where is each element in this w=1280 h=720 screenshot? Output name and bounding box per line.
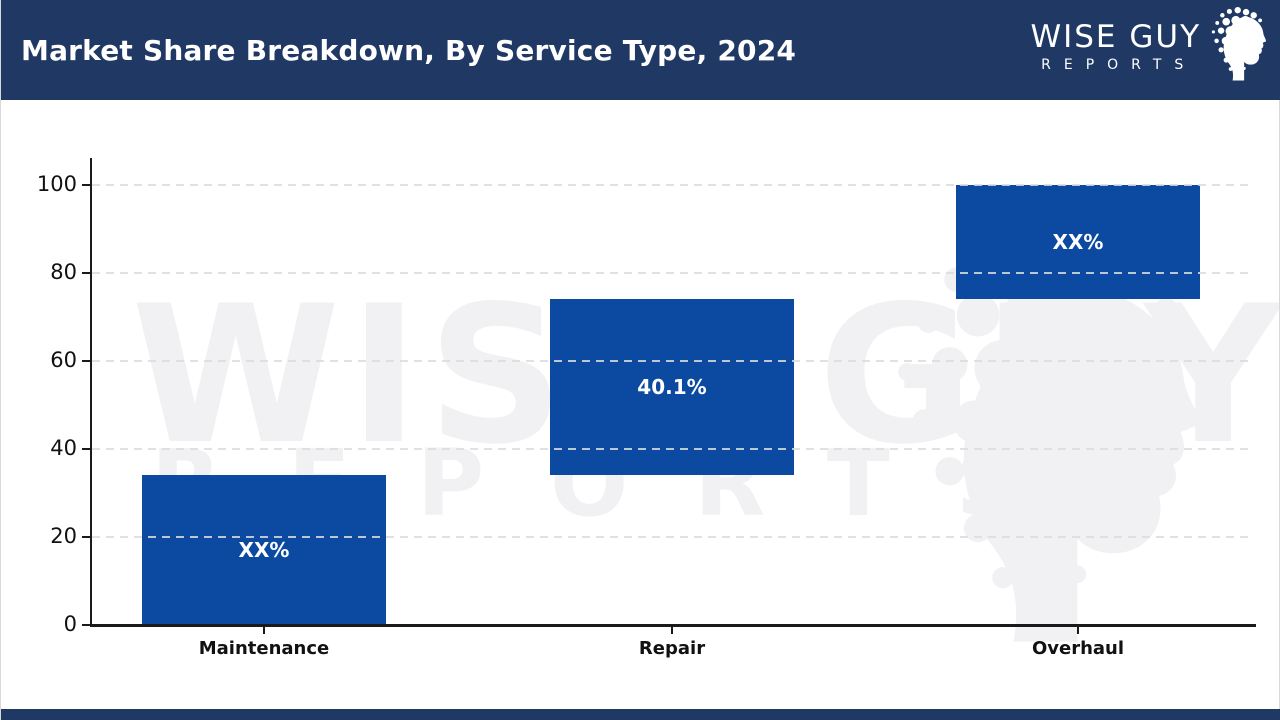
- y-tick-mark: [82, 184, 90, 186]
- x-tick-mark: [671, 627, 673, 634]
- y-tick-mark: [82, 624, 90, 626]
- category-label: Repair: [638, 638, 706, 659]
- logo-wordmark: WISE GUY: [1030, 18, 1201, 55]
- bar-repair: 40.1%: [550, 298, 794, 475]
- y-tick-label: 40: [50, 436, 77, 460]
- gridline: [92, 184, 1254, 186]
- y-tick-mark: [82, 448, 90, 450]
- logo-subtext: REPORTS: [1041, 56, 1197, 73]
- category-label: Overhaul: [1031, 638, 1125, 659]
- x-axis-line: [90, 624, 1256, 627]
- y-tick-label: 80: [50, 260, 77, 284]
- y-tick-mark: [82, 536, 90, 538]
- logo-text: WISE GUY REPORTS: [1030, 20, 1201, 73]
- y-tick-label: 100: [36, 172, 77, 196]
- bar-value-label: XX%: [238, 537, 290, 562]
- y-axis-line: [90, 158, 92, 627]
- y-tick-label: 20: [50, 524, 77, 548]
- gridline: [92, 536, 1254, 538]
- dotted-head-logo-icon: [1211, 6, 1266, 81]
- chart-title: Market Share Breakdown, By Service Type,…: [21, 33, 797, 67]
- y-tick-mark: [82, 272, 90, 274]
- y-tick-mark: [82, 360, 90, 362]
- bar-maintenance: XX%: [142, 474, 386, 625]
- bar-overhaul: XX%: [956, 185, 1200, 299]
- wise-guy-reports-logo: WISE GUY REPORTS: [1030, 6, 1271, 86]
- bar-value-label: 40.1%: [637, 374, 707, 399]
- gridline: [92, 272, 1254, 274]
- bar-value-label: XX%: [1052, 229, 1104, 254]
- header-band: Market Share Breakdown, By Service Type,…: [1, 0, 1280, 100]
- x-tick-mark: [263, 627, 265, 634]
- gridline: [92, 448, 1254, 450]
- category-label: Maintenance: [198, 638, 330, 659]
- gridline: [92, 360, 1254, 362]
- y-tick-label: 0: [63, 612, 77, 636]
- x-tick-mark: [1077, 627, 1079, 634]
- y-tick-label: 60: [50, 348, 77, 372]
- footer-band: [1, 709, 1280, 720]
